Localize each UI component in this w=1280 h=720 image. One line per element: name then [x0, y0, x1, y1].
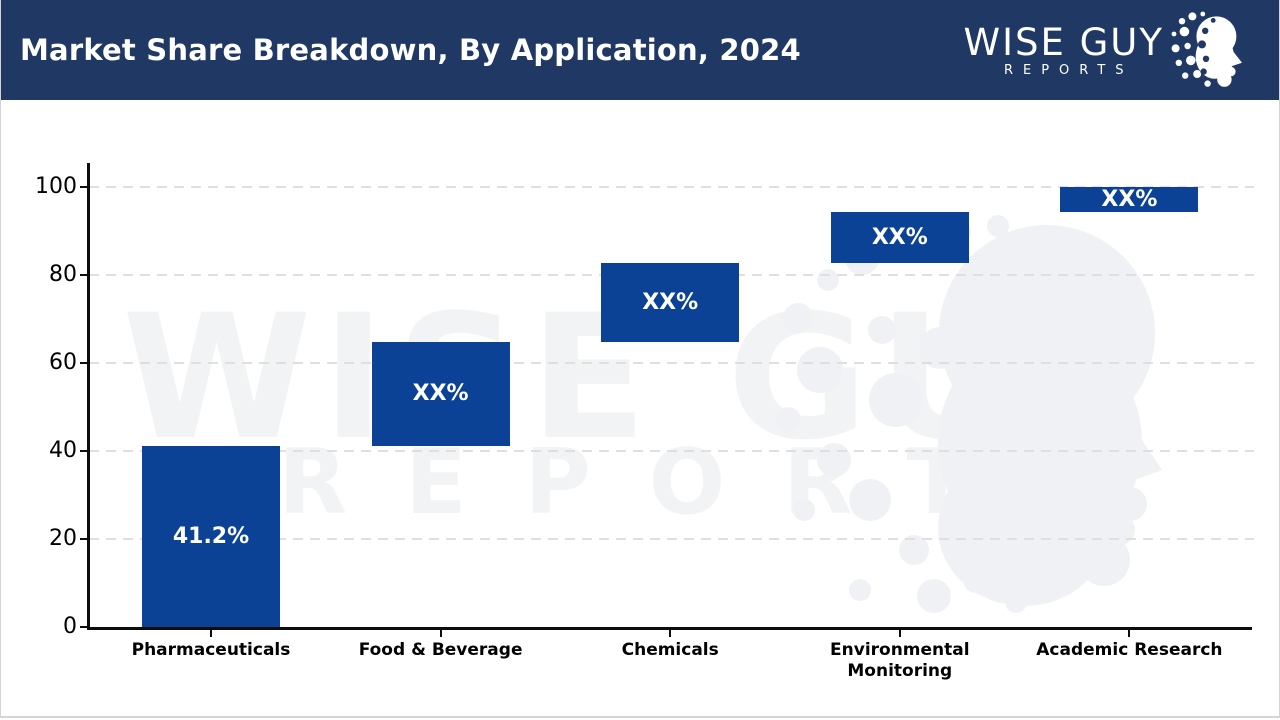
y-tick-mark	[80, 626, 88, 628]
gridline-20	[89, 537, 1254, 540]
y-tick-label: 100	[35, 173, 77, 199]
bar-environmental-monitoring: XX%	[830, 212, 969, 264]
y-tick-label: 0	[63, 614, 77, 639]
y-tick-mark	[80, 537, 88, 540]
y-tick-label: 20	[49, 525, 77, 551]
page-title: Market Share Breakdown, By Application, …	[20, 33, 801, 67]
bar-value-label: XX%	[871, 225, 928, 251]
x-tick-mark	[669, 630, 672, 637]
y-tick-label: 80	[49, 261, 77, 287]
x-tick-mark	[210, 630, 212, 637]
logo-subtitle: REPORTS	[1003, 62, 1134, 78]
x-tick-mark	[898, 630, 901, 637]
y-tick-mark	[80, 361, 88, 364]
bar-pharmaceuticals: 41.2%	[142, 445, 280, 627]
x-axis-label-pharmaceuticals: Pharmaceuticals	[131, 640, 291, 660]
x-tick-mark	[1128, 630, 1131, 637]
bar-food-beverage: XX%	[371, 341, 510, 446]
logo-text: WISE GUY REPORTS	[964, 24, 1164, 77]
y-tick-mark	[80, 273, 88, 276]
gridline-100	[89, 185, 1254, 188]
x-tick-mark	[439, 630, 442, 637]
logo-head-icon	[1171, 11, 1242, 87]
x-axis-line	[87, 627, 1252, 630]
bar-academic-research: XX%	[1060, 186, 1199, 213]
x-axis-label-environmental-monitoring: Environmental Monitoring	[830, 640, 970, 681]
y-tick-label: 60	[49, 349, 77, 375]
bar-value-label: XX%	[412, 381, 469, 407]
bar-chemicals: XX%	[601, 263, 740, 342]
logo-wordmark: WISE GUY	[963, 20, 1164, 64]
header: Market Share Breakdown, By Application, …	[0, 0, 1280, 100]
x-axis-label-academic-research: Academic Research	[1036, 640, 1223, 660]
gridline-40	[89, 449, 1254, 452]
x-axis-label-food-beverage: Food & Beverage	[358, 640, 523, 660]
bar-value-label: XX%	[1101, 186, 1158, 212]
gridline-60	[89, 361, 1254, 364]
bar-value-label: XX%	[642, 290, 699, 316]
x-axis-label-chemicals: Chemicals	[621, 640, 719, 660]
y-tick-label: 40	[49, 437, 77, 463]
y-tick-mark	[80, 449, 88, 452]
y-axis-line	[87, 163, 90, 630]
y-tick-mark	[80, 185, 88, 188]
wiseguy-logo: WISE GUY REPORTS	[964, 8, 1254, 92]
bar-value-label: 41.2%	[172, 523, 250, 549]
